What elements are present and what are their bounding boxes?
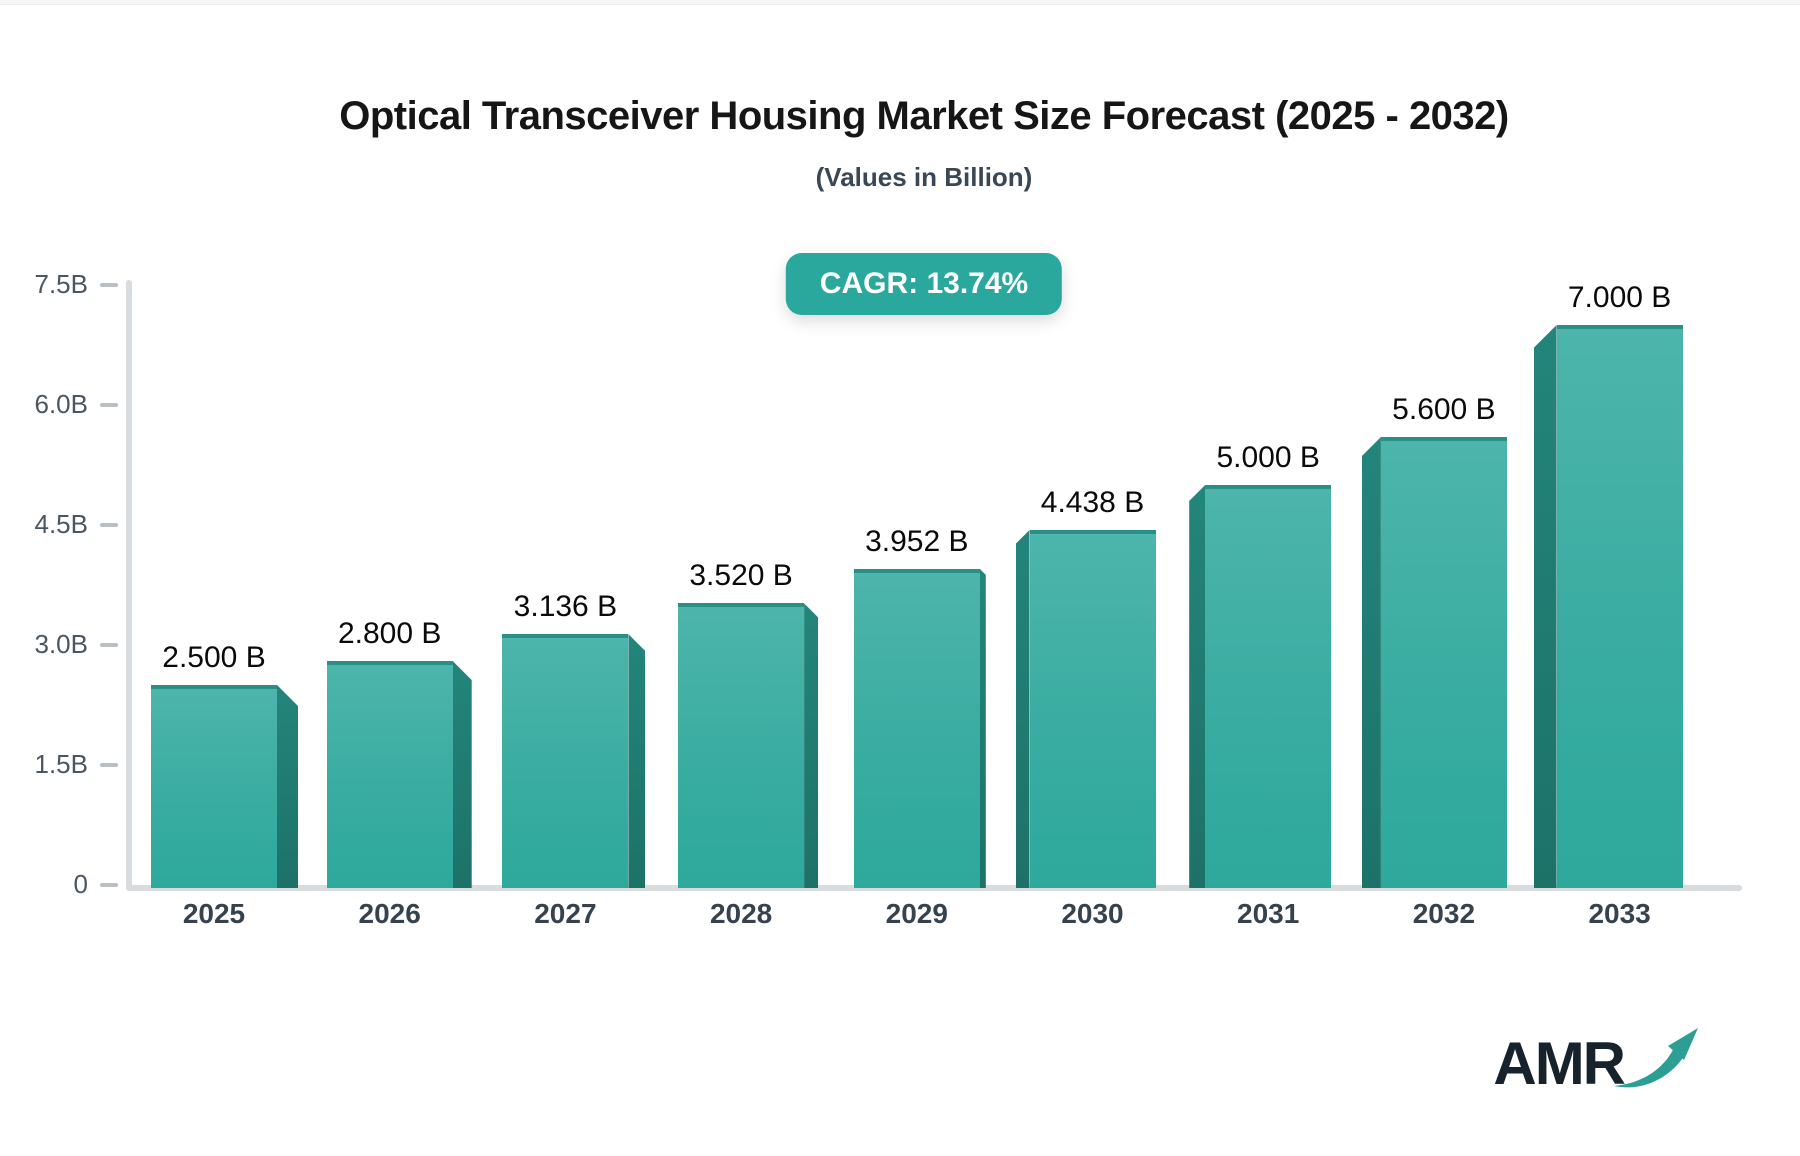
- x-axis-label: 2026: [358, 898, 421, 929]
- bar-side-2031: [1189, 485, 1206, 888]
- x-axis-label: 2033: [1588, 898, 1651, 929]
- bar-2033: [1556, 325, 1683, 888]
- bar-side-2030: [1015, 529, 1030, 888]
- y-tick-mark: [100, 523, 118, 527]
- y-axis-label: 6.0B: [34, 389, 89, 419]
- y-axis-label: 4.5B: [34, 509, 89, 539]
- y-axis-line: [126, 280, 132, 891]
- bar-side-2029: [979, 568, 986, 888]
- bar-2032: [1380, 437, 1507, 888]
- y-tick-mark: [100, 763, 118, 767]
- y-tick-mark: [100, 643, 118, 647]
- x-axis-label: 2030: [1061, 898, 1124, 929]
- y-axis-label: 0: [73, 869, 88, 899]
- bar-value-label: 3.952 B: [865, 524, 969, 558]
- bar-value-label: 3.520 B: [689, 559, 793, 593]
- y-axis-label: 1.5B: [34, 749, 89, 779]
- bar-side-2027: [628, 634, 646, 888]
- x-axis-label: 2027: [534, 898, 597, 929]
- x-axis-label: 2031: [1237, 898, 1300, 929]
- amr-logo-text: AMR: [1493, 1030, 1626, 1097]
- x-axis-label: 2029: [885, 898, 948, 929]
- y-tick-mark: [100, 883, 118, 887]
- bar-side-2032: [1361, 437, 1381, 888]
- chart-title: Optical Transceiver Housing Market Size …: [339, 94, 1509, 138]
- y-axis-label: 3.0B: [34, 629, 89, 659]
- bar-value-label: 5.600 B: [1392, 393, 1496, 426]
- cagr-badge: CAGR: 13.74%: [785, 253, 1063, 315]
- y-tick-mark: [100, 283, 118, 287]
- bar-2031: [1205, 485, 1332, 888]
- x-axis-label: 2028: [709, 898, 773, 929]
- y-axis-label: 7.5B: [34, 269, 89, 299]
- bar-2026: [326, 661, 453, 888]
- bar-value-label: 2.800 B: [337, 617, 442, 650]
- trend-arrow-icon: [1614, 1028, 1698, 1088]
- bar-side-2025: [277, 685, 298, 888]
- bar-2028: [678, 603, 805, 888]
- x-axis-label: 2025: [182, 898, 246, 929]
- x-axis-line: [126, 885, 1742, 891]
- bar-value-label: 7.000 B: [1567, 281, 1672, 314]
- bar-value-label: 5.000 B: [1216, 441, 1320, 474]
- amr-logo: AMR: [1493, 1026, 1700, 1094]
- bar-side-2028: [804, 603, 819, 888]
- bar-side-2026: [452, 661, 472, 888]
- top-border-strip: [0, 0, 1800, 5]
- bar-2029: [853, 568, 980, 888]
- bar-value-label: 2.500 B: [162, 641, 266, 674]
- bar-value-label: 3.136 B: [513, 590, 618, 624]
- chart-subtitle: (Values in Billion): [815, 162, 1033, 192]
- bar-2027: [502, 634, 629, 888]
- bar-2030: [1029, 529, 1156, 888]
- bar-2025: [151, 685, 277, 888]
- bar-value-label: 4.438 B: [1040, 485, 1145, 519]
- x-axis-label: 2032: [1412, 898, 1476, 929]
- bar-side-2033: [1533, 325, 1557, 888]
- y-tick-mark: [100, 403, 118, 407]
